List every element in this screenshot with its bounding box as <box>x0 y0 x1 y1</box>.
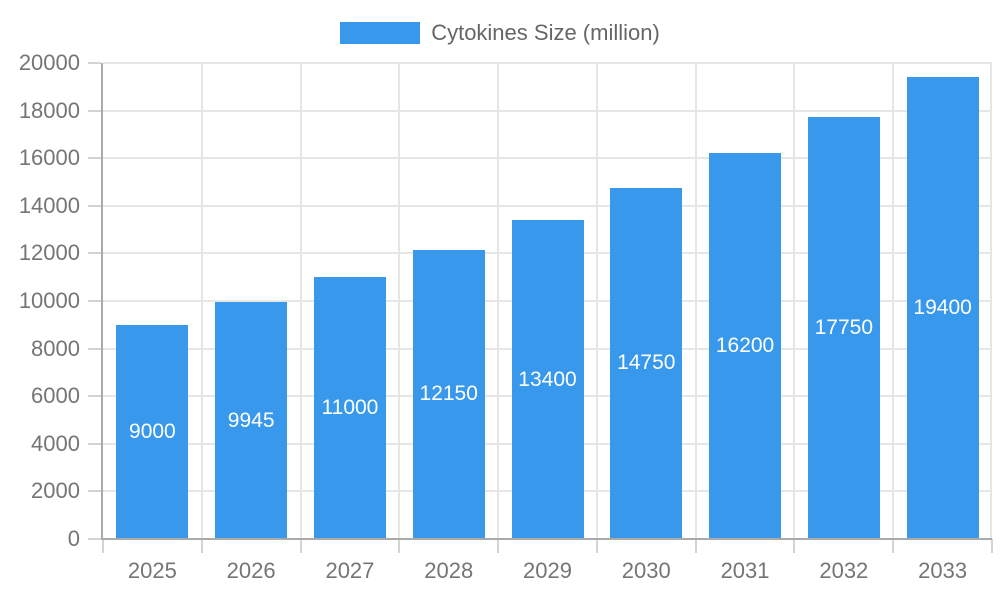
y-axis-tick <box>88 62 101 64</box>
bar-value-label: 16200 <box>715 334 775 358</box>
y-axis-line <box>101 63 103 540</box>
y-axis-tick <box>88 538 101 540</box>
legend-swatch-icon <box>340 22 421 44</box>
x-axis-tick <box>595 539 598 553</box>
x-axis-tick <box>793 539 796 553</box>
x-gridline <box>990 63 992 539</box>
bar-value-label: 13400 <box>518 367 577 391</box>
y-tick-label: 14000 <box>18 192 80 218</box>
x-tick-label: 2026 <box>226 558 276 583</box>
bar[interactable]: 12150 <box>412 249 485 539</box>
x-gridline <box>694 63 697 539</box>
bar-value-label: 9945 <box>227 408 275 432</box>
x-tick-label: 2030 <box>621 558 671 583</box>
y-gridline <box>103 62 992 64</box>
x-axis-line <box>101 538 992 540</box>
y-gridline <box>103 204 992 207</box>
plot-area: 9000 9945 11000 12150 13400 14750 16200 17750 19… <box>103 62 992 539</box>
x-tick-label: 2025 <box>127 558 177 583</box>
x-tick-label: 2031 <box>720 558 770 583</box>
bar-value-label: 11000 <box>321 396 379 420</box>
x-gridline <box>595 63 598 539</box>
x-axis-tick <box>200 539 203 553</box>
x-tick-label: 2027 <box>325 558 375 583</box>
y-tick-label: 0 <box>67 526 80 551</box>
y-axis-tick <box>88 204 101 207</box>
bar[interactable]: 16200 <box>709 153 782 539</box>
x-tick-label: 2028 <box>424 558 474 583</box>
x-gridline <box>299 63 302 539</box>
y-tick-label: 10000 <box>18 288 80 313</box>
x-axis-tick <box>299 539 302 553</box>
bar[interactable]: 9945 <box>215 302 288 539</box>
x-axis-tick <box>892 539 895 553</box>
y-tick-label: 16000 <box>18 145 80 171</box>
y-axis-tick <box>88 442 101 445</box>
legend[interactable]: Cytokines Size (million) <box>0 20 1000 46</box>
bar[interactable]: 13400 <box>511 220 584 539</box>
y-tick-label: 20000 <box>18 50 80 75</box>
x-axis-tick <box>991 539 993 553</box>
x-gridline <box>497 63 500 539</box>
y-axis-tick <box>88 490 101 493</box>
y-tick-label: 4000 <box>31 430 80 456</box>
bar-value-label: 19400 <box>913 296 972 320</box>
bar-value-label: 12150 <box>419 382 478 406</box>
bar-value-label: 17750 <box>814 315 874 339</box>
y-tick-label: 12000 <box>18 240 80 266</box>
y-axis-tick <box>88 109 101 112</box>
x-gridline <box>793 63 796 539</box>
y-tick-label: 8000 <box>31 335 80 361</box>
bar[interactable]: 11000 <box>313 277 386 539</box>
x-tick-label: 2032 <box>819 558 869 583</box>
bar[interactable]: 9000 <box>116 324 189 539</box>
y-gridline <box>103 157 992 160</box>
x-axis-tick <box>497 539 500 553</box>
bar-value-label: 14750 <box>617 351 676 375</box>
x-axis-tick <box>398 539 401 553</box>
y-axis-tick <box>88 252 101 255</box>
bar[interactable]: 17750 <box>807 116 880 539</box>
x-axis-tick <box>694 539 697 553</box>
y-gridline <box>103 109 992 112</box>
x-tick-label: 2029 <box>523 558 572 583</box>
legend-label: Cytokines Size (million) <box>431 20 660 45</box>
bar-value-label: 9000 <box>129 419 176 443</box>
x-gridline <box>892 63 895 539</box>
y-axis-tick <box>88 395 101 398</box>
y-tick-label: 2000 <box>31 478 80 504</box>
bar[interactable]: 19400 <box>906 77 979 539</box>
x-axis-tick <box>102 539 104 553</box>
y-tick-label: 6000 <box>31 383 80 409</box>
bar[interactable]: 14750 <box>610 187 683 539</box>
y-tick-label: 18000 <box>18 97 80 123</box>
x-gridline <box>398 63 401 539</box>
y-axis-tick <box>88 300 101 302</box>
y-axis-tick <box>88 347 101 350</box>
y-axis-tick <box>88 157 101 160</box>
x-tick-label: 2033 <box>918 558 968 583</box>
x-gridline <box>200 63 203 539</box>
